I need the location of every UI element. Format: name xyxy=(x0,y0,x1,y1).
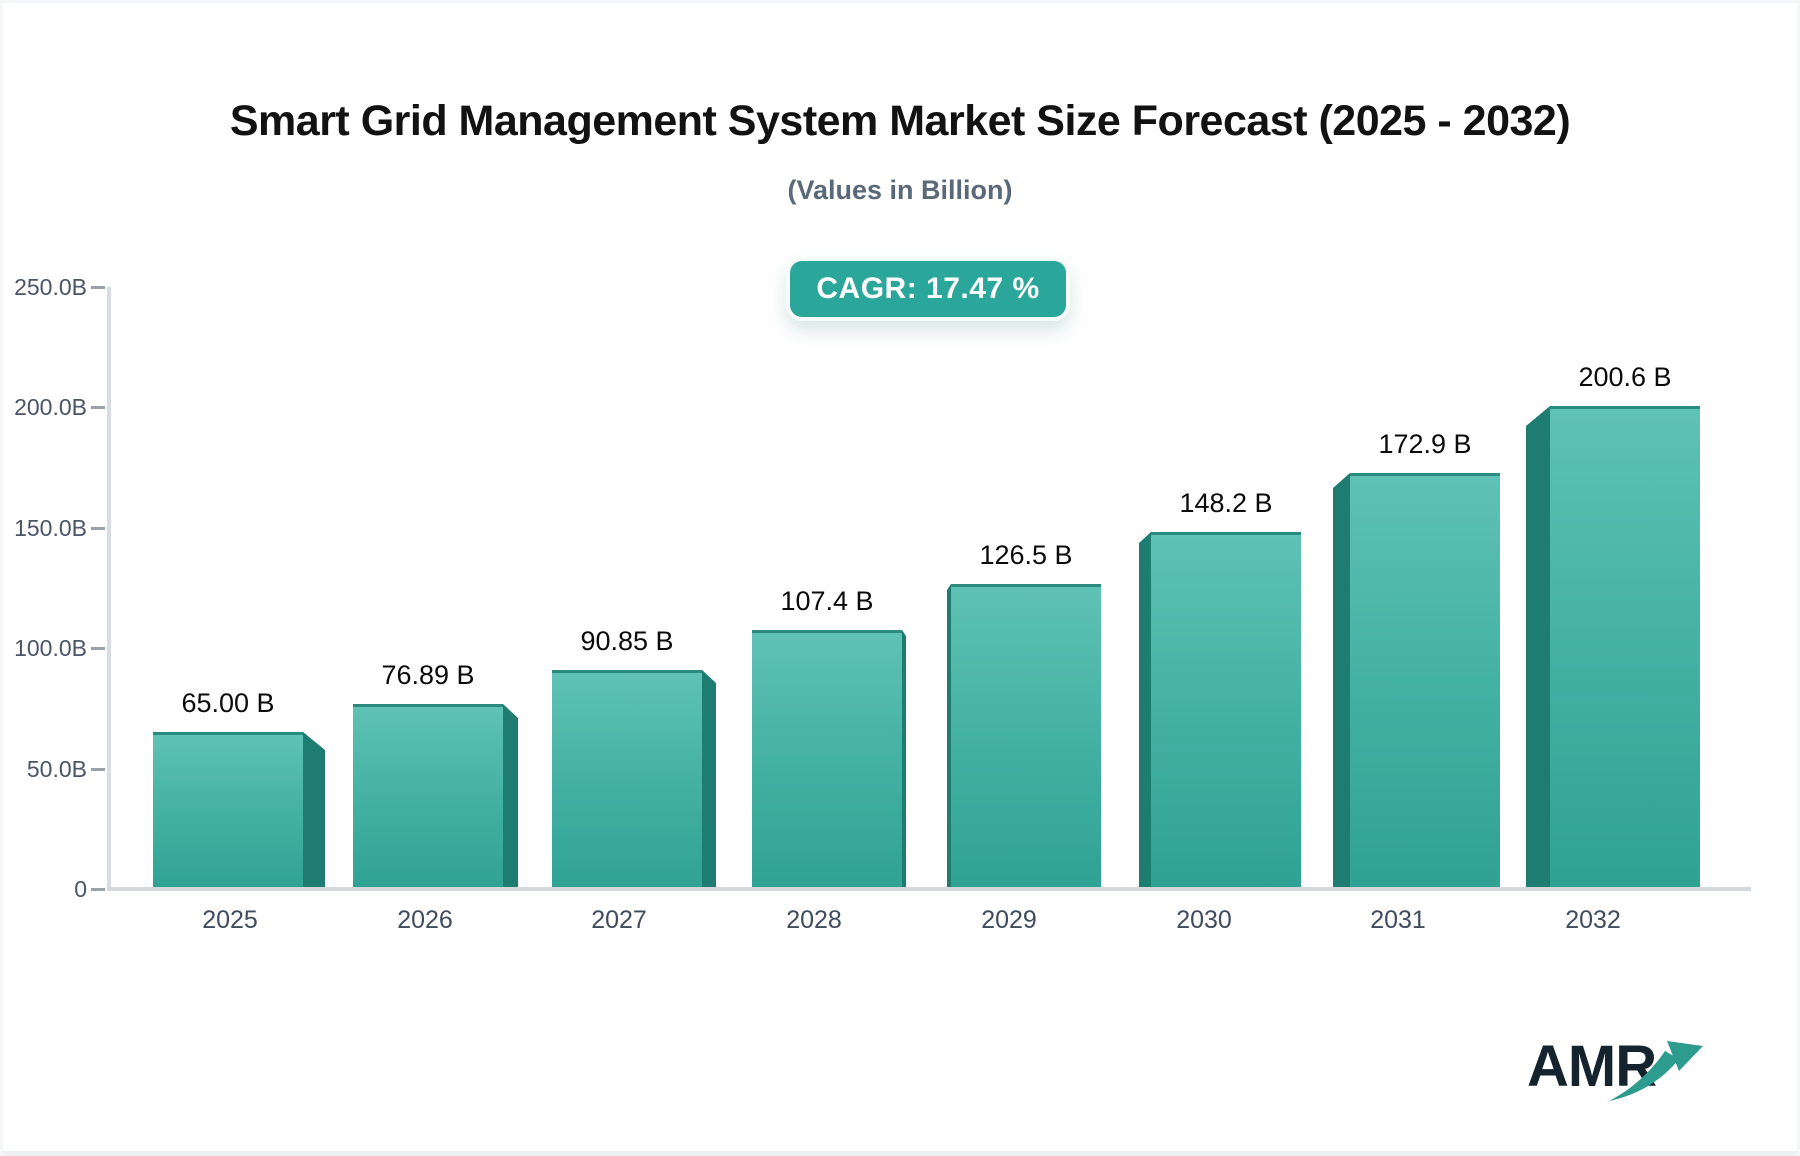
bar-2029 xyxy=(947,584,1101,889)
bar-face xyxy=(153,732,303,889)
bar-face xyxy=(353,704,503,889)
bottom-border-bar xyxy=(3,1151,1797,1156)
bar-2027 xyxy=(552,670,716,889)
y-tick-label: 200.0B xyxy=(14,394,87,420)
y-tick-mark xyxy=(91,527,105,530)
x-tick-label: 2030 xyxy=(1176,906,1232,934)
bar-2028 xyxy=(752,630,906,889)
bar-value-label: 172.9 B xyxy=(1378,429,1472,459)
bar-value-label: 126.5 B xyxy=(979,540,1073,570)
bar-2031 xyxy=(1333,473,1500,889)
bar-2025 xyxy=(153,732,325,889)
x-tick-label: 2031 xyxy=(1370,906,1426,934)
amr-logo: AMR xyxy=(1527,1033,1727,1113)
bar-face xyxy=(1550,406,1700,889)
bar-side-panel xyxy=(503,704,518,889)
bar-face xyxy=(1151,532,1301,889)
bar-side-panel xyxy=(303,732,325,889)
bar-face xyxy=(752,630,902,889)
bar-value-label: 148.2 B xyxy=(1179,488,1273,518)
bar-2030 xyxy=(1139,532,1301,889)
bar-value-label: 65.00 B xyxy=(181,688,275,718)
bar-side-panel xyxy=(1139,532,1151,889)
cagr-badge-label: CAGR: 17.47 % xyxy=(816,272,1040,305)
y-tick-label: 250.0B xyxy=(14,274,87,300)
bar-value-label: 107.4 B xyxy=(780,586,874,616)
x-tick-label: 2026 xyxy=(397,906,453,934)
plot-area: 65.00 B 76.89 B 90.85 B 107.4 B 126.5 B 148.2… xyxy=(3,3,1797,1156)
y-tick-mark xyxy=(91,888,105,891)
y-tick-label: 150.0B xyxy=(14,515,87,541)
x-tick-label: 2029 xyxy=(981,906,1037,934)
y-tick-mark xyxy=(91,406,105,409)
x-tick-label: 2028 xyxy=(786,906,842,934)
y-tick-mark xyxy=(91,647,105,650)
bar-side-panel xyxy=(947,584,951,889)
cagr-badge: CAGR: 17.47 % xyxy=(786,257,1070,321)
y-tick-mark xyxy=(91,768,105,771)
y-tick-mark xyxy=(91,286,105,289)
bar-2032 xyxy=(1526,406,1700,889)
bar-2026 xyxy=(353,704,518,889)
x-tick-label: 2025 xyxy=(202,906,258,934)
bar-value-label: 76.89 B xyxy=(381,660,475,690)
bar-face xyxy=(552,670,702,889)
bar-face xyxy=(951,584,1101,889)
y-axis-line xyxy=(107,287,111,891)
y-tick-label: 50.0B xyxy=(26,756,87,782)
bar-value-label: 90.85 B xyxy=(580,626,674,656)
bar-side-panel xyxy=(702,670,716,889)
bar-side-panel xyxy=(902,630,906,889)
growth-arrow-icon xyxy=(1609,1041,1703,1101)
y-tick-label: 100.0B xyxy=(14,635,87,661)
x-tick-label: 2027 xyxy=(591,906,647,934)
bar-side-panel xyxy=(1526,406,1550,889)
bar-side-panel xyxy=(1333,473,1350,889)
x-axis-line xyxy=(107,887,1751,891)
chart-subtitle: (Values in Billion) xyxy=(787,175,1013,205)
y-tick-label: 0 xyxy=(74,876,87,902)
x-tick-label: 2032 xyxy=(1565,906,1621,934)
bar-value-label: 200.6 B xyxy=(1578,362,1672,392)
bar-face xyxy=(1350,473,1500,889)
chart-title: Smart Grid Management System Market Size… xyxy=(229,97,1571,145)
